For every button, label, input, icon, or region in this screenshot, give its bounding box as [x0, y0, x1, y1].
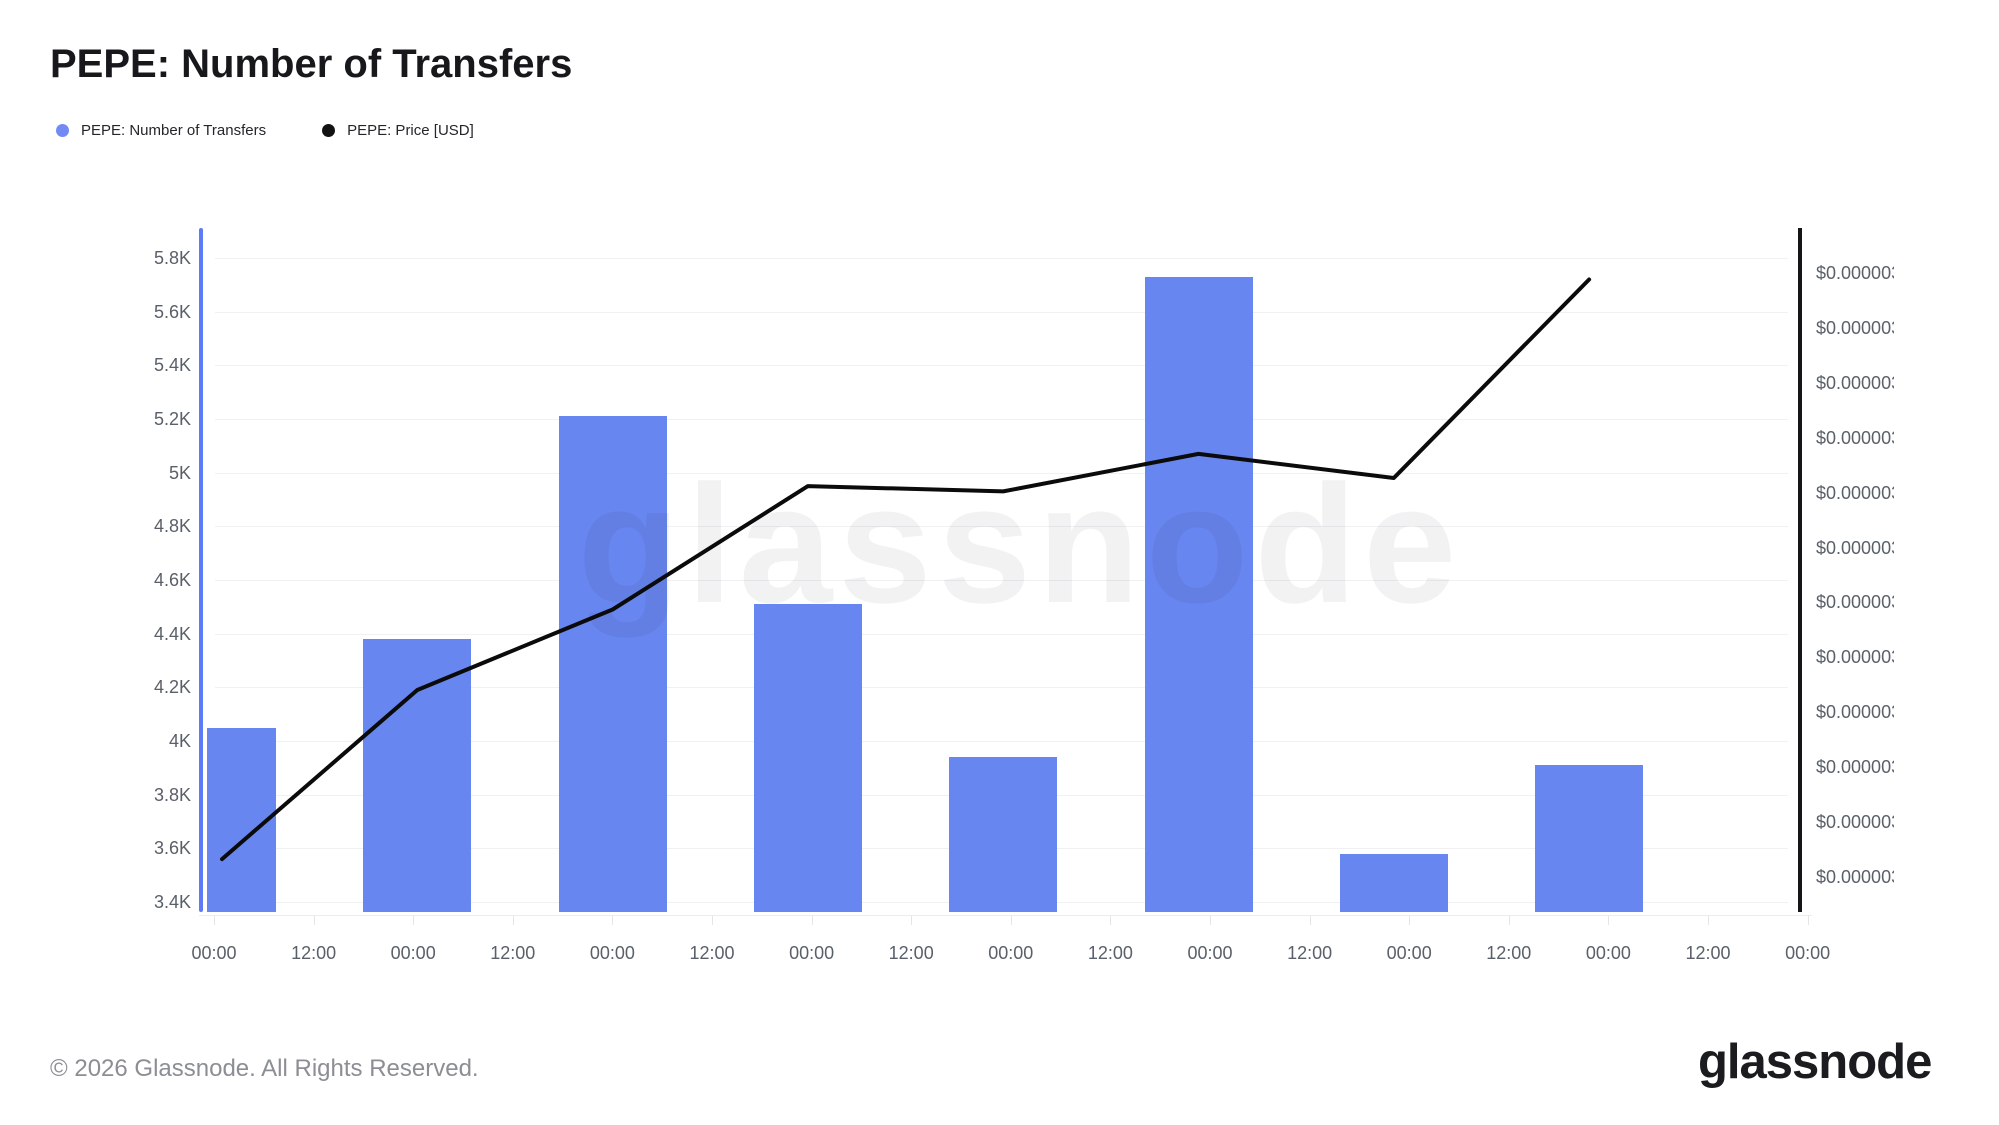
x-axis-tick [911, 915, 913, 925]
x-axis-tick [1508, 915, 1510, 925]
x-axis-label: 12:00 [1486, 943, 1532, 963]
y-axis-label-left: 4.4K [153, 623, 191, 644]
x-axis-label: 12:00 [1685, 943, 1731, 963]
gridline [215, 579, 1788, 581]
gridline [215, 258, 1788, 259]
y-axis-label-right: $0.000003 [1816, 648, 1894, 667]
transfer-bar [949, 757, 1058, 912]
x-axis-baseline [199, 915, 1812, 916]
y-axis-label-right: $0.000003 [1816, 264, 1894, 282]
transfer-bar [1339, 853, 1448, 912]
x-axis-tick [1010, 915, 1012, 925]
transfer-bar [1144, 276, 1253, 912]
legend-dot-transfers-icon [56, 124, 69, 137]
y-axis-label-right: $0.000003 [1816, 318, 1894, 337]
legend-item-price[interactable]: PEPE: Price [USD] [322, 122, 474, 139]
y-axis-label-right: $0.000003 [1816, 538, 1894, 557]
y-axis-label-left: 4.8K [153, 516, 191, 537]
x-axis-label: 12:00 [888, 943, 934, 963]
watermark: glassnode [577, 450, 1463, 638]
x-axis-tick [1309, 915, 1311, 925]
transfer-bar [1535, 765, 1644, 912]
x-axis-label: 00:00 [1187, 943, 1233, 963]
x-axis-label: 12:00 [1087, 943, 1133, 963]
x-axis-tick [1210, 915, 1211, 925]
x-axis-label: 00:00 [191, 943, 237, 963]
x-axis-tick [1409, 915, 1411, 925]
y-axis-label-right: $0.000003 [1816, 373, 1894, 392]
right-axis-line [1798, 228, 1802, 912]
y-axis-label-left: 5.8K [153, 248, 191, 268]
x-axis-label: 00:00 [589, 943, 635, 963]
y-axis-label-right: $0.000003 [1816, 813, 1894, 831]
x-axis-tick [712, 915, 713, 925]
x-axis-label: 12:00 [689, 943, 735, 963]
transfer-bar [753, 604, 862, 912]
legend-label-transfers: PEPE: Number of Transfers [81, 122, 267, 139]
legend-label-price: PEPE: Price [USD] [347, 122, 474, 139]
y-axis-label-left: 4.6K [153, 569, 191, 590]
gridline [215, 365, 1788, 367]
footer-copyright: © 2026 Glassnode. All Rights Reserved. [50, 1055, 479, 1082]
x-axis-label: 00:00 [390, 943, 436, 963]
transfer-bar [363, 639, 472, 912]
gridline [215, 633, 1788, 635]
y-axis-label-left: 5K [168, 462, 191, 483]
x-axis-tick [811, 915, 813, 925]
x-axis-tick [612, 915, 614, 925]
x-axis-label: 12:00 [490, 943, 536, 963]
x-axis-tick [1110, 915, 1112, 925]
y-axis-label-right: $0.000003 [1816, 483, 1894, 502]
x-axis-label: 00:00 [988, 943, 1034, 963]
x-axis-tick [1708, 915, 1709, 925]
gridline [215, 418, 1788, 420]
x-axis-label: 12:00 [1287, 943, 1333, 963]
x-axis-label: 00:00 [1785, 943, 1831, 963]
glassnode-logo: glassnode [1698, 1035, 1932, 1089]
page-title: PEPE: Number of Transfers [50, 42, 573, 86]
legend: PEPE: Number of Transfers PEPE: Price [U… [56, 122, 474, 139]
gridline [215, 472, 1788, 474]
y-axis-label-left: 5.6K [153, 301, 191, 322]
gridline [215, 526, 1788, 528]
y-axis-label-left: 4.2K [153, 677, 191, 698]
y-axis-label-right: $0.000003 [1816, 593, 1894, 612]
y-axis-label-left: 3.4K [153, 891, 191, 912]
y-axis-label-right: $0.000003 [1816, 758, 1894, 777]
y-axis-label-left: 3.6K [153, 838, 191, 859]
y-axis-label-left: 4K [168, 730, 191, 751]
x-axis-tick [413, 915, 415, 925]
transfer-bar [558, 416, 667, 912]
x-axis-tick [214, 915, 215, 925]
y-axis-label-right: $0.000003 [1816, 703, 1894, 722]
x-axis-label: 00:00 [1386, 943, 1432, 963]
left-axis-line [199, 228, 203, 912]
y-axis-label-left: 5.4K [153, 355, 191, 376]
legend-dot-price-icon [322, 124, 336, 137]
gridline [215, 311, 1788, 313]
x-axis-tick [1608, 915, 1610, 925]
x-axis-tick [313, 915, 315, 925]
x-axis-label: 00:00 [789, 943, 835, 963]
y-axis-label-right: $0.000003 [1816, 867, 1894, 886]
y-axis-label-right: $0.000003 [1816, 428, 1894, 447]
legend-item-transfers[interactable]: PEPE: Number of Transfers [56, 122, 266, 139]
transfer-bar [207, 727, 276, 912]
y-axis-label-left: 5.2K [153, 408, 191, 429]
x-axis-tick [1807, 915, 1809, 925]
y-axis-label-left: 3.8K [153, 784, 191, 805]
x-axis-tick [512, 915, 514, 925]
x-axis-label: 00:00 [1585, 943, 1631, 963]
x-axis-label: 12:00 [291, 943, 337, 963]
